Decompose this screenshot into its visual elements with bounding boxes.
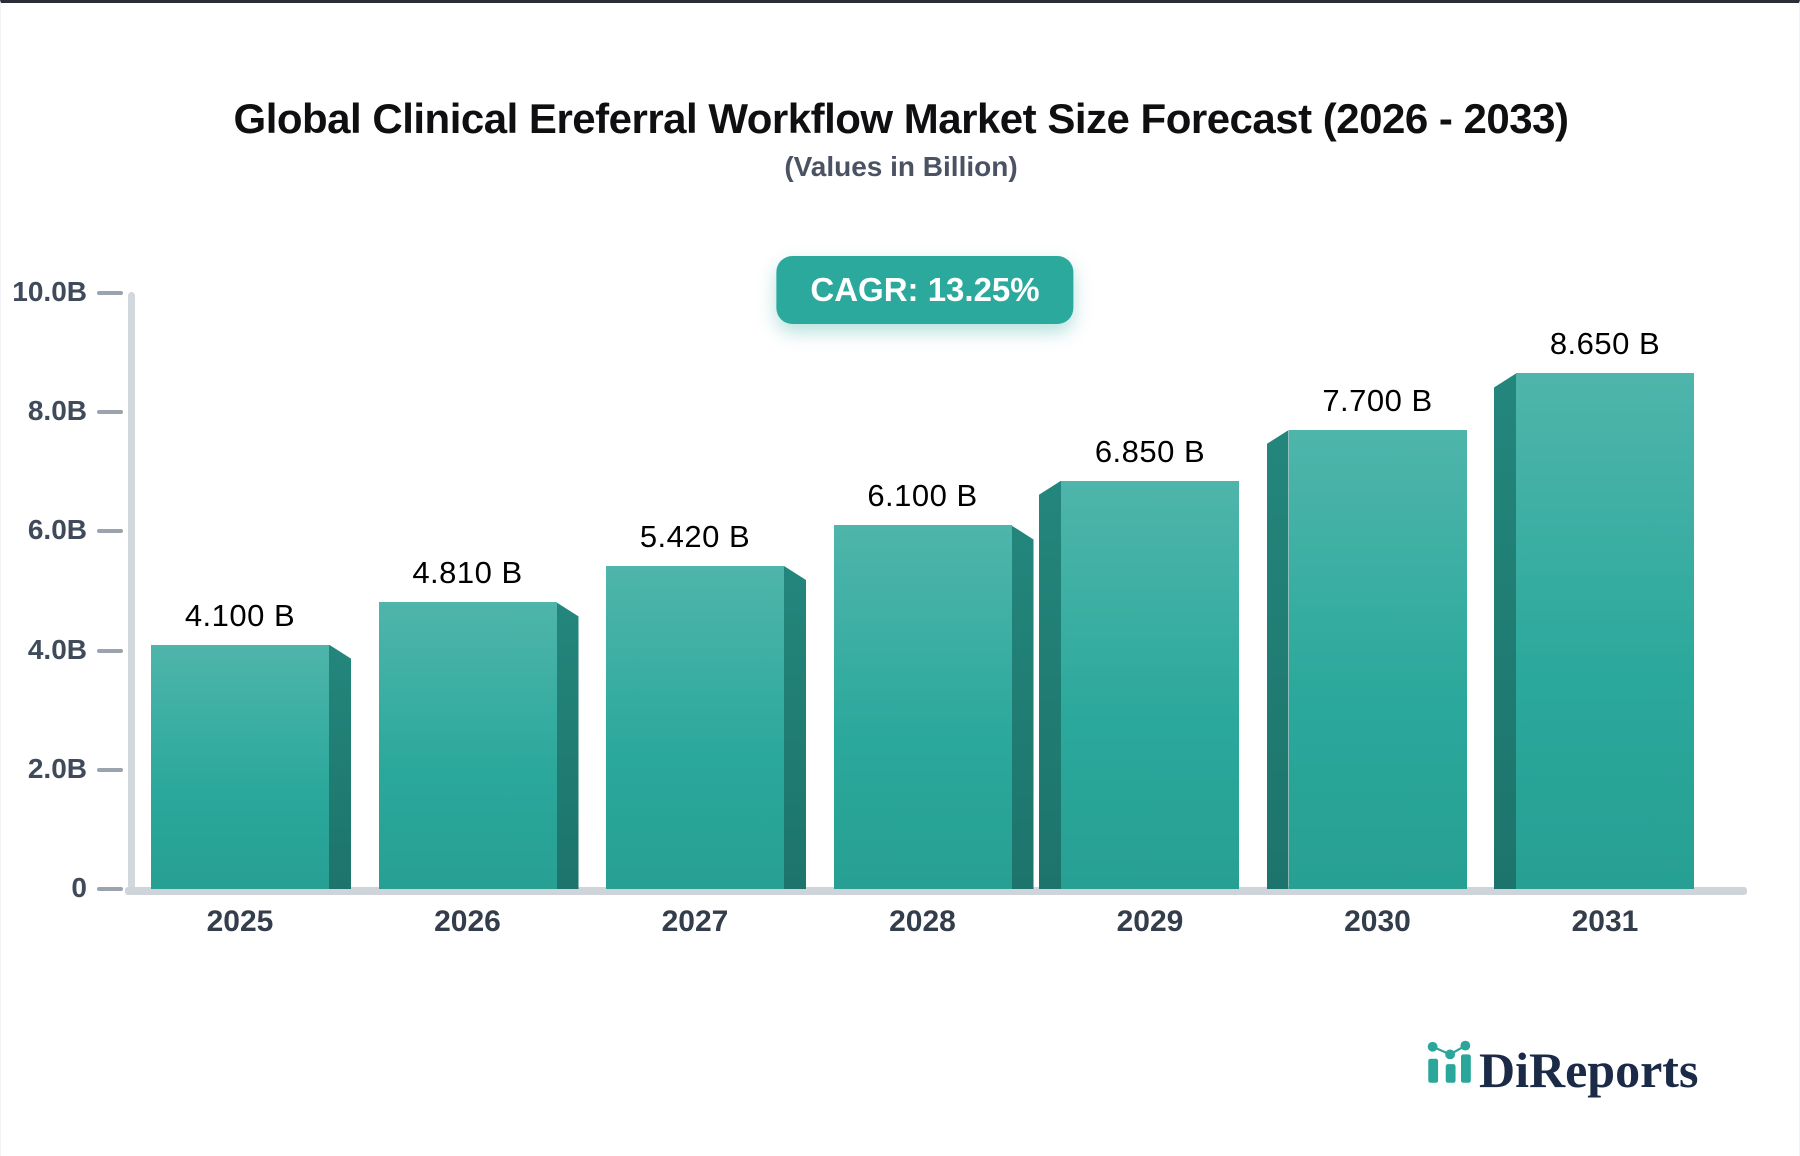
x-tick-label-2029: 2029 xyxy=(1116,905,1184,938)
x-tick-label-2030: 2030 xyxy=(1344,905,1411,938)
bar-2027 xyxy=(606,565,784,889)
bar-side-2031 xyxy=(1494,373,1516,889)
y-tick-label: 0 xyxy=(71,872,87,903)
y-tick-mark xyxy=(97,887,123,891)
bar-value-label-2026: 4.810 B xyxy=(412,555,523,591)
bar-2030 xyxy=(1288,430,1467,889)
cagr-badge: CAGR: 13.25% xyxy=(776,256,1074,324)
y-tick-mark xyxy=(97,410,123,415)
bar-side-2027 xyxy=(784,565,806,889)
y-tick-mark xyxy=(97,529,123,534)
direports-logo: DiReports xyxy=(1425,1039,1698,1095)
chart-subtitle: (Values in Billion) xyxy=(784,151,1018,182)
bar-2025 xyxy=(151,644,329,889)
y-tick-label: 10.0B xyxy=(12,276,87,307)
x-tick-label-2027: 2027 xyxy=(661,905,729,938)
bar-value-label-2031: 8.650 B xyxy=(1549,326,1661,362)
x-axis-baseline xyxy=(125,887,1747,895)
logo-text: DiReports xyxy=(1479,1042,1699,1098)
bar-side-2029 xyxy=(1039,480,1061,889)
y-tick-mark xyxy=(97,767,123,772)
y-axis-line xyxy=(128,292,135,889)
bar-side-2030 xyxy=(1266,430,1289,889)
bar-value-label-2029: 6.850 B xyxy=(1094,433,1206,469)
y-tick-mark xyxy=(97,291,123,295)
bar-2031 xyxy=(1516,373,1694,889)
y-tick-mark xyxy=(97,648,123,653)
bar-value-label-2027: 5.420 B xyxy=(639,518,751,554)
bar-value-label-2030: 7.700 B xyxy=(1322,383,1433,419)
bar-2029 xyxy=(1061,480,1239,889)
y-tick-label: 4.0B xyxy=(27,633,87,665)
chart-title: Global Clinical Ereferral Workflow Marke… xyxy=(233,95,1569,142)
logo-chart-icon xyxy=(1427,1040,1471,1083)
bar-2028 xyxy=(833,525,1012,889)
x-tick-label-2026: 2026 xyxy=(434,905,501,938)
bar-side-2025 xyxy=(329,644,351,889)
bar-2026 xyxy=(378,602,557,889)
bar-chart: 0 2.0B 4.0B 6.0B 8.0B 10.0B 4.100 B 2025 4.810 B… xyxy=(1,3,1799,1156)
y-tick-label: 2.0B xyxy=(27,752,87,784)
bar-side-2028 xyxy=(1011,525,1034,889)
x-tick-label-2031: 2031 xyxy=(1571,905,1639,938)
bar-value-label-2028: 6.100 B xyxy=(867,478,978,514)
bar-value-label-2025: 4.100 B xyxy=(184,597,296,633)
x-tick-label-2028: 2028 xyxy=(889,905,956,938)
x-tick-label-2025: 2025 xyxy=(206,905,274,938)
y-tick-label: 6.0B xyxy=(27,514,87,546)
y-tick-label: 8.0B xyxy=(27,395,87,427)
bar-side-2026 xyxy=(556,602,579,889)
